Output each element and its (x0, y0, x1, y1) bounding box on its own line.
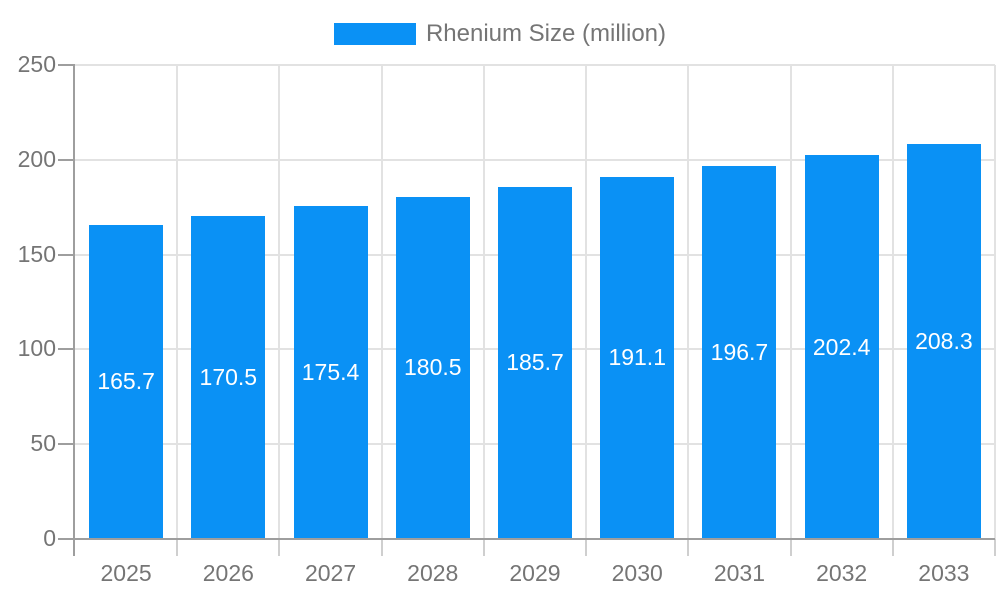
v-gridline (176, 65, 179, 539)
y-axis-line (73, 65, 75, 556)
bar-value-label: 196.7 (710, 339, 769, 366)
v-gridline (278, 65, 281, 539)
bar-2033[interactable]: 208.3 (906, 144, 981, 539)
y-tick-mark (58, 64, 75, 66)
v-gridline (585, 65, 588, 539)
bar-value-label: 202.4 (812, 333, 871, 360)
h-gridline (75, 64, 995, 66)
x-axis-tick-label: 2028 (407, 560, 459, 586)
x-axis-tick-label: 2025 (100, 560, 152, 586)
y-tick-mark (58, 253, 75, 256)
v-gridline (482, 65, 485, 539)
y-tick-mark (58, 158, 75, 161)
x-tick-mark (176, 539, 179, 556)
bar-value-label: 175.4 (301, 359, 360, 386)
y-axis-tick-label: 150 (17, 240, 56, 267)
v-gridline (994, 65, 996, 539)
y-axis-tick-label: 50 (30, 430, 56, 457)
x-tick-mark (891, 539, 894, 556)
x-tick-mark (994, 539, 996, 556)
x-axis-tick-label: 2033 (918, 560, 970, 586)
y-tick-mark (58, 443, 75, 446)
x-tick-mark (585, 539, 588, 556)
bar-value-label: 180.5 (403, 354, 462, 381)
x-axis-tick-label: 2029 (509, 560, 561, 586)
x-axis-tick-label: 2027 (304, 560, 357, 586)
v-gridline (380, 65, 383, 539)
y-axis-tick-label: 100 (17, 335, 56, 362)
x-tick-mark (789, 539, 792, 556)
legend-label: Rhenium Size (million) (425, 20, 667, 47)
x-axis-tick-label: 2030 (611, 560, 663, 586)
y-tick-mark (58, 348, 75, 351)
legend-swatch-icon (333, 23, 416, 45)
bar-2025[interactable]: 165.7 (89, 224, 164, 539)
x-axis-line (58, 538, 995, 540)
bar-value-label: 165.7 (97, 368, 155, 395)
bar-value-label: 191.1 (608, 344, 666, 371)
bar-2029[interactable]: 185.7 (498, 186, 572, 539)
bar-2026[interactable]: 170.5 (191, 215, 266, 539)
x-axis-tick-label: 2032 (816, 560, 868, 586)
bar-value-label: 170.5 (199, 363, 258, 390)
bar-2027[interactable]: 175.4 (293, 206, 368, 539)
bar-2032[interactable]: 202.4 (804, 155, 879, 539)
y-axis-tick-label: 0 (43, 525, 56, 551)
x-tick-mark (380, 539, 383, 556)
v-gridline (891, 65, 894, 539)
v-gridline (687, 65, 690, 539)
v-gridline (789, 65, 792, 539)
x-tick-mark (278, 539, 281, 556)
x-axis-tick-label: 2026 (202, 560, 254, 586)
h-gridline (75, 158, 995, 161)
bar-value-label: 185.7 (506, 349, 564, 376)
legend-item[interactable]: Rhenium Size (million) (0, 20, 1000, 48)
x-tick-mark (687, 539, 690, 556)
bar-value-label: 208.3 (915, 328, 973, 355)
x-tick-mark (482, 539, 485, 556)
bar-2031[interactable]: 196.7 (702, 166, 777, 539)
x-axis-tick-label: 2031 (713, 560, 766, 586)
y-axis-tick-label: 250 (17, 51, 56, 77)
bar-2028[interactable]: 180.5 (395, 196, 470, 539)
bar-2030[interactable]: 191.1 (600, 176, 675, 539)
y-axis-tick-label: 200 (17, 145, 56, 172)
